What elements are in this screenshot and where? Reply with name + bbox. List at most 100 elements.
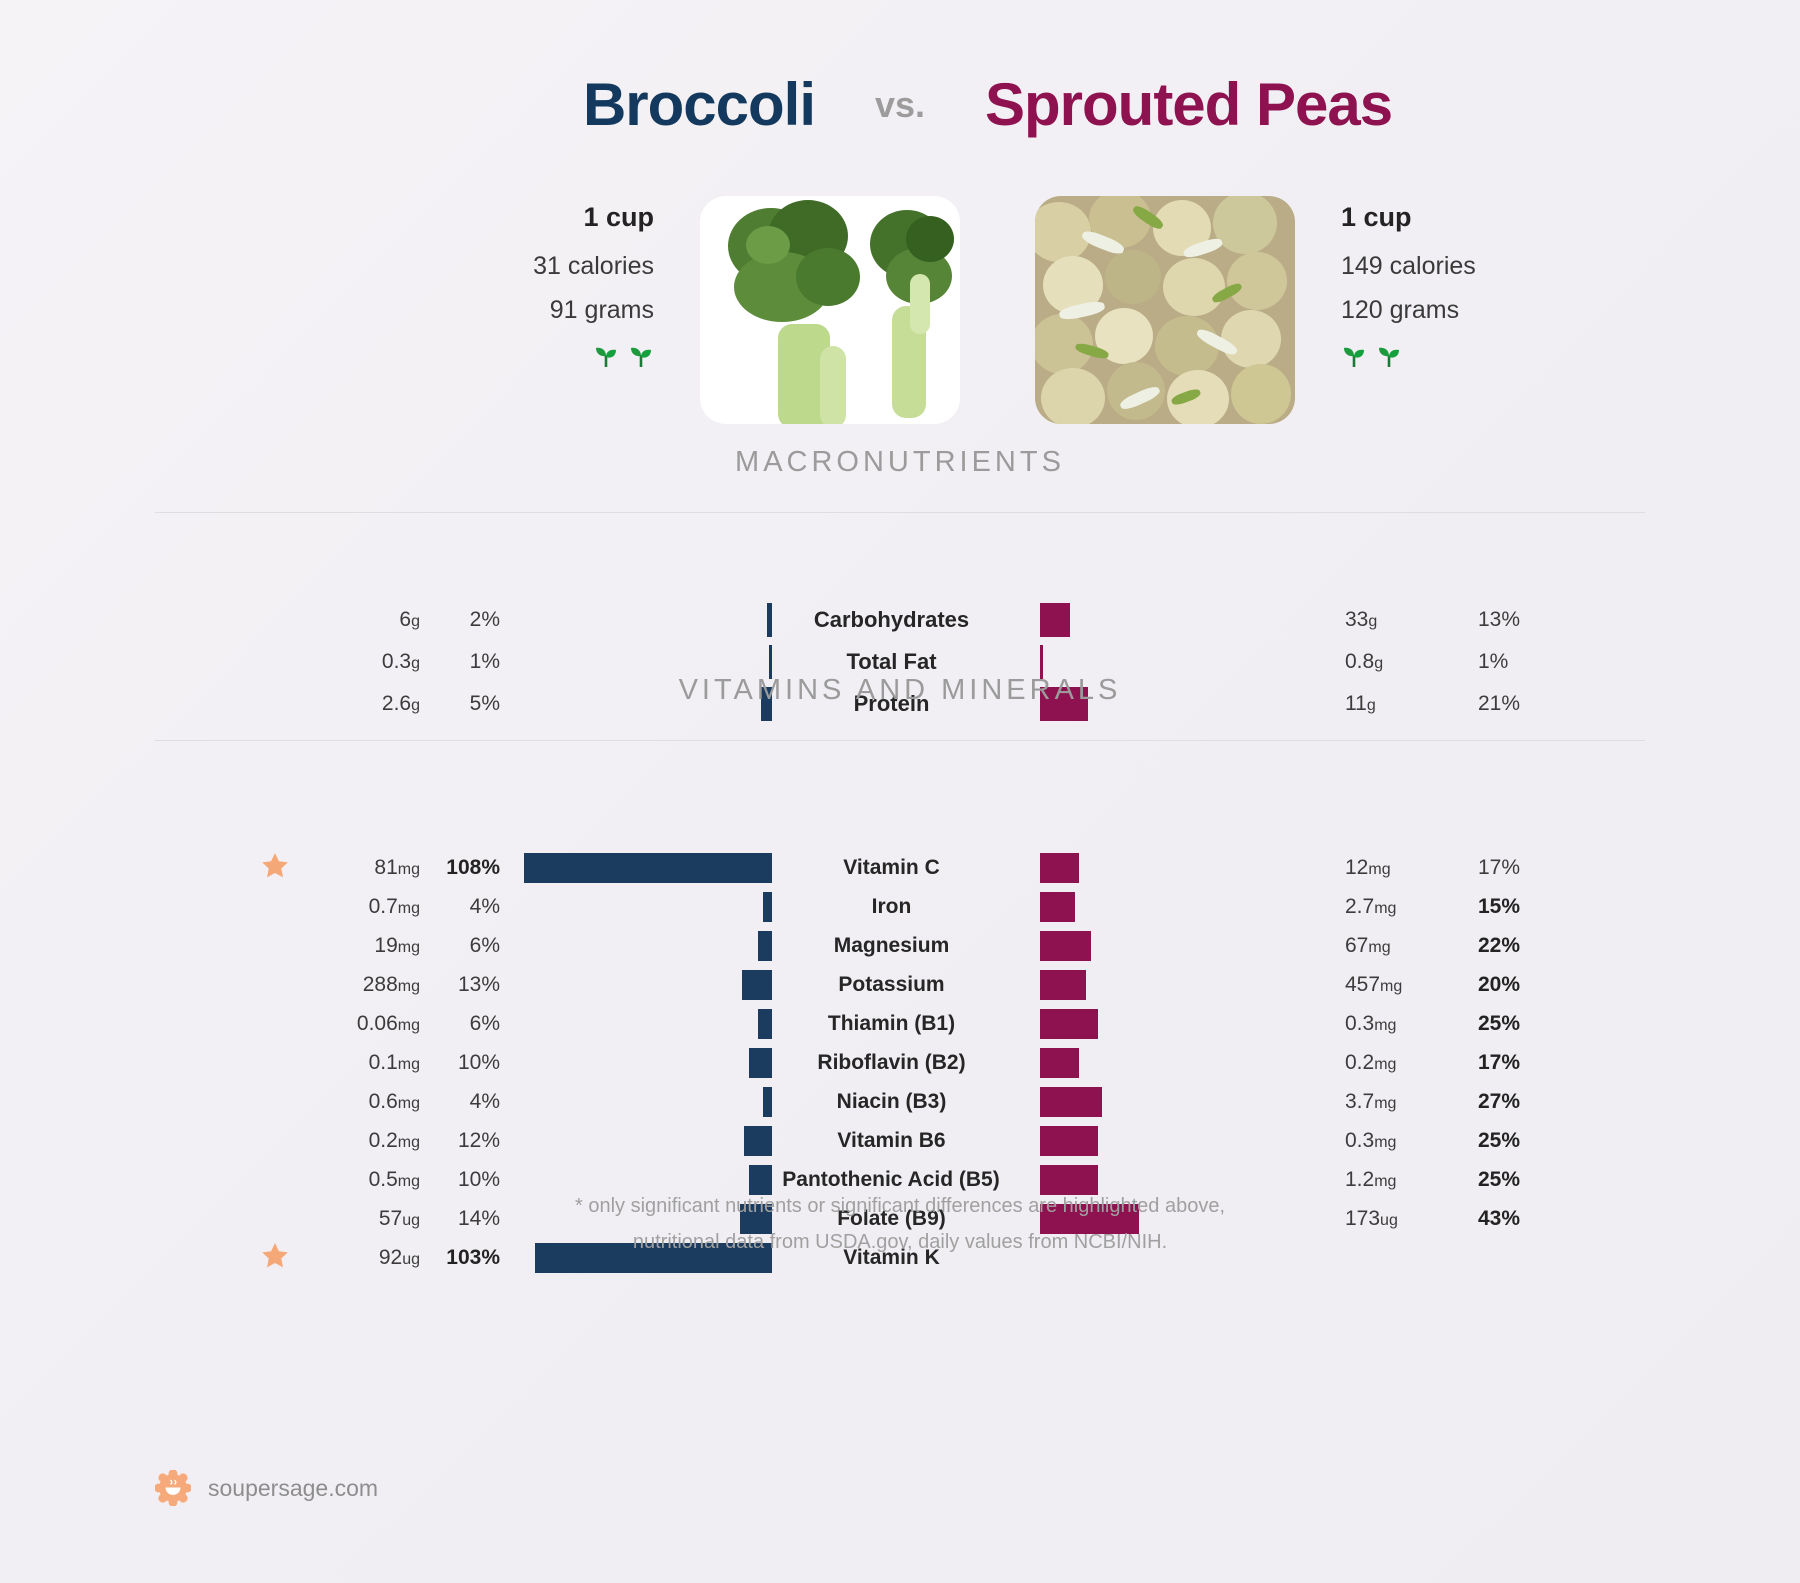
right-bar-track (1040, 848, 1382, 888)
left-diet-icons (593, 344, 654, 368)
footnote-line-1: * only significant nutrients or signific… (574, 1195, 1226, 1217)
right-bar (1040, 645, 1043, 679)
left-serving-grams: 91 grams (549, 296, 654, 324)
left-bar-track (430, 1238, 772, 1278)
right-percent: 25% (1478, 1129, 1521, 1152)
right-percent: 25% (1478, 1168, 1521, 1191)
right-bar (1040, 1204, 1139, 1234)
left-amount: 92ug (378, 1246, 420, 1269)
right-percent: 13% (1478, 608, 1521, 631)
highlight-star (258, 1241, 292, 1276)
nutrient-label: Thiamin (B1) (827, 1012, 956, 1035)
left-bar (769, 645, 772, 679)
nutrient-label: Folate (B9) (837, 1207, 946, 1230)
left-bar-track (430, 965, 772, 1005)
right-serving-panel: 1 cup 149 calories 120 grams (1035, 196, 1635, 424)
title-row: Broccoli vs. Sprouted Peas (0, 70, 1800, 139)
left-amount: 0.7mg (368, 895, 420, 918)
left-amount: 57ug (378, 1207, 420, 1230)
right-bar-track (1040, 1082, 1382, 1122)
left-bar (760, 687, 772, 721)
left-bar-track (430, 684, 772, 724)
right-bar (1040, 687, 1089, 721)
right-bar-track (1040, 600, 1382, 640)
right-diet-icons (1341, 344, 1402, 368)
nutrient-label: Magnesium (833, 934, 950, 957)
right-amount: 457mg (1345, 973, 1403, 996)
left-bar (758, 1009, 772, 1039)
right-amount: 0.8g (1345, 650, 1384, 673)
right-bar (1040, 970, 1086, 1000)
right-serving-grams: 120 grams (1341, 296, 1460, 324)
left-food-title: Broccoli (582, 71, 816, 138)
left-bar-track (430, 600, 772, 640)
sprout-icon (631, 347, 651, 367)
right-bar (1040, 1126, 1098, 1156)
right-amount: 67mg (1345, 934, 1391, 957)
right-amount: 33g (1345, 608, 1378, 631)
left-serving-amount: 1 cup (583, 202, 654, 232)
right-percent: 17% (1478, 856, 1521, 879)
right-bar (1040, 1087, 1103, 1117)
right-bar (1040, 931, 1091, 961)
star-icon (262, 852, 288, 877)
right-percent: 15% (1478, 895, 1521, 918)
right-bar-track (1040, 684, 1382, 724)
right-bar (1040, 1048, 1080, 1078)
left-percent: 6% (469, 934, 500, 957)
nutrient-label: Vitamin B6 (837, 1129, 946, 1152)
nutrient-row: 0.5mg 10% Pantothenic Acid (B5) 1.2mg 25% (0, 1160, 1800, 1200)
left-bar (758, 931, 772, 961)
nutrient-row: 81mg 108% Vitamin C 12mg 17% (0, 848, 1800, 888)
left-percent: 4% (469, 1090, 500, 1113)
right-bar (1040, 853, 1080, 883)
left-bar (739, 1204, 772, 1234)
right-bar-track (1040, 642, 1382, 682)
left-serving-calories: 31 calories (533, 252, 654, 280)
left-bar-track (430, 1160, 772, 1200)
nutrient-row: 288mg 13% Potassium 457mg 20% (0, 965, 1800, 1005)
right-bar-track (1040, 1043, 1382, 1083)
nutrient-row: 2.6g 5% Protein 11g 21% (0, 684, 1800, 724)
left-bar (749, 1048, 772, 1078)
broccoli-photo (700, 196, 960, 424)
right-amount: 173ug (1345, 1207, 1398, 1230)
right-bar-track (1040, 887, 1382, 927)
left-amount: 0.6mg (368, 1090, 420, 1113)
left-percent: 12% (457, 1129, 500, 1152)
right-serving-text: 1 cup 149 calories 120 grams (1341, 196, 1476, 368)
right-bar-track (1040, 1121, 1382, 1161)
soupersage-bowl-logo (155, 1470, 191, 1506)
left-serving-panel: 1 cup 31 calories 91 grams (300, 196, 960, 424)
brand-name: soupersage.com (208, 1474, 379, 1501)
right-bar (1040, 1009, 1098, 1039)
left-amount: 6g (399, 608, 420, 631)
left-amount: 0.1mg (368, 1051, 420, 1074)
right-percent: 1% (1478, 650, 1509, 673)
left-bar (535, 1243, 772, 1273)
sprout-icon (1344, 347, 1364, 367)
left-percent: 14% (457, 1207, 500, 1230)
right-bar-track (1040, 1160, 1382, 1200)
nutrient-label: Total Fat (846, 649, 937, 674)
right-percent: 27% (1478, 1090, 1521, 1113)
left-bar-track (430, 1121, 772, 1161)
macronutrients-heading: MACRONUTRIENTS (735, 446, 1065, 478)
left-amount: 0.3g (381, 650, 420, 673)
brand-row[interactable]: soupersage.com (155, 1470, 378, 1506)
left-percent: 13% (457, 973, 500, 996)
left-percent: 5% (469, 692, 500, 715)
right-bar-track (1040, 965, 1382, 1005)
left-bar-track (430, 926, 772, 966)
nutrient-label: Protein (853, 691, 930, 716)
left-amount: 0.2mg (368, 1129, 420, 1152)
sprout-icon (1379, 347, 1399, 367)
left-amount: 2.6g (381, 692, 420, 715)
left-amount: 0.5mg (368, 1168, 420, 1191)
left-bar (523, 853, 772, 883)
nutrient-row: 57ug 14% Folate (B9) 173ug 43% (0, 1199, 1800, 1239)
vitamins-heading: VITAMINS AND MINERALS (678, 674, 1122, 706)
left-bar (749, 1165, 772, 1195)
left-bar (742, 970, 772, 1000)
